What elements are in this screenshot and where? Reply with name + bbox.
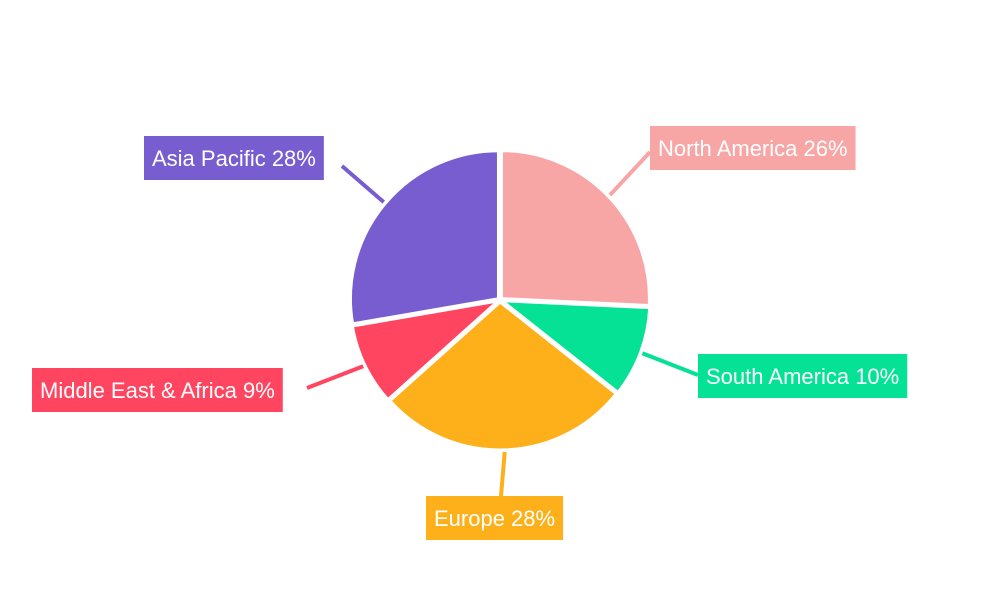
label-asia-pacific: Asia Pacific 28% xyxy=(144,136,324,180)
label-text: Middle East & Africa 9% xyxy=(40,378,275,403)
label-box xyxy=(144,136,324,180)
label-text: North America 26% xyxy=(658,136,848,161)
slice-middle-east-africa[interactable] xyxy=(350,298,504,402)
leader-line-middle-east-africa xyxy=(306,364,364,390)
label-box xyxy=(650,126,856,170)
slice-asia-pacific[interactable] xyxy=(349,149,500,326)
label-box xyxy=(698,354,908,398)
label-text: Europe 28% xyxy=(434,506,555,531)
label-south-america: South America 10% xyxy=(698,354,908,398)
label-box xyxy=(426,496,564,540)
leader-line-europe xyxy=(499,451,507,497)
slice-europe[interactable] xyxy=(387,300,619,452)
label-north-america: North America 26% xyxy=(650,126,856,170)
leader-line-asia-pacific xyxy=(340,164,386,204)
leader-line-north-america xyxy=(608,150,652,197)
label-europe: Europe 28% xyxy=(426,496,564,540)
label-box xyxy=(32,368,283,412)
slice-north-america[interactable] xyxy=(499,149,651,308)
label-text: Asia Pacific 28% xyxy=(152,146,316,171)
label-text: South America 10% xyxy=(706,364,899,389)
leader-line-south-america xyxy=(641,351,699,377)
label-middle-east-africa: Middle East & Africa 9% xyxy=(32,368,283,412)
slice-south-america[interactable] xyxy=(497,298,652,395)
